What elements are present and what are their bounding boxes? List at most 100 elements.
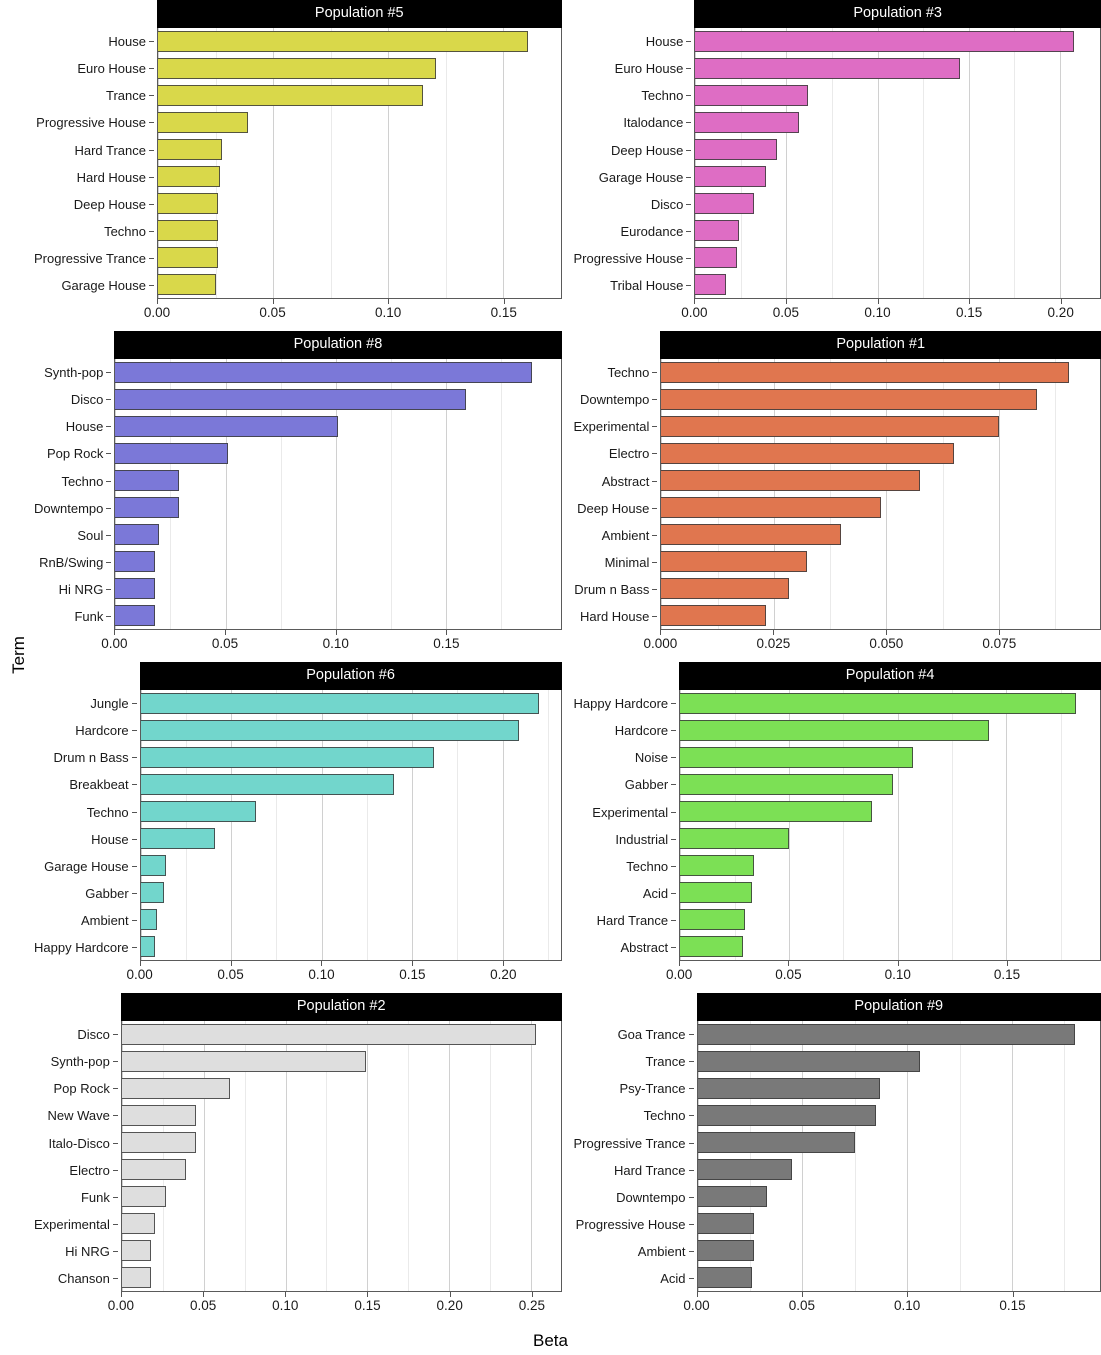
y-axis-tick-label: Gabber xyxy=(625,771,676,798)
bar xyxy=(697,1131,855,1154)
bar-row xyxy=(158,244,561,271)
x-axis-tick-label: 0.20 xyxy=(490,967,517,982)
y-axis-tick-label: Trance xyxy=(646,1048,694,1075)
x-axis-tick-mark xyxy=(660,630,662,635)
bar xyxy=(680,881,752,904)
bar-row xyxy=(115,359,560,386)
bar-row xyxy=(140,717,561,744)
bar-row xyxy=(695,190,1100,217)
bar-row xyxy=(140,852,561,879)
bar xyxy=(121,1185,167,1208)
x-axis-tick-label: 0.025 xyxy=(756,636,791,651)
x-axis-tick-label: 0.05 xyxy=(788,1298,815,1313)
x-axis-tick-label: 0.10 xyxy=(375,305,402,320)
y-axis-tick-label: Techno xyxy=(61,468,111,495)
x-axis-tick-mark xyxy=(503,961,505,966)
plot-area xyxy=(679,690,1101,961)
x-axis-tick-mark xyxy=(877,299,879,304)
bar-row xyxy=(121,1210,561,1237)
bar xyxy=(121,1077,230,1100)
bar xyxy=(697,1158,792,1181)
y-axis-tick-label: Deep House xyxy=(611,137,691,164)
bar xyxy=(680,854,755,877)
bar-row xyxy=(121,1264,561,1291)
x-axis-title: Beta xyxy=(533,1331,568,1350)
y-axis-tick-label: Trance xyxy=(106,82,154,109)
x-axis-tick-label: 0.15 xyxy=(399,967,426,982)
bar-row xyxy=(158,82,561,109)
bar xyxy=(158,246,218,269)
bar-row xyxy=(140,879,561,906)
y-axis-tick-label: Minimal xyxy=(605,549,658,576)
x-axis-tick-label: 0.05 xyxy=(211,636,239,651)
bar-row xyxy=(115,575,560,602)
bar-row xyxy=(158,28,561,55)
x-axis-tick-label: 0.075 xyxy=(982,636,1017,651)
bar-row xyxy=(697,1075,1101,1102)
bar-row xyxy=(695,82,1100,109)
y-axis-tick-labels: House Euro House Techno Italodance Deep Hous… xyxy=(574,28,695,299)
bar xyxy=(680,935,744,958)
bar xyxy=(121,1158,186,1181)
x-axis-tick-label: 0.10 xyxy=(864,305,891,320)
panel-grid: Population #5 House Euro House Trance Progre… xyxy=(34,0,1101,1318)
bar xyxy=(140,854,166,877)
x-axis-tick-label: 0.10 xyxy=(272,1298,299,1313)
y-axis-tick-label: Downtempo xyxy=(580,386,657,413)
x-axis-tick-label: 0.00 xyxy=(101,636,128,651)
y-axis-tick-label: Hardcore xyxy=(75,717,136,744)
bar-row xyxy=(680,744,1100,771)
x-axis-tick-mark xyxy=(694,299,696,304)
bar-row xyxy=(661,386,1100,413)
y-axis-tick-label: Hard House xyxy=(77,164,154,191)
y-axis-tick-labels: Happy Hardcore Hardcore Noise Gabber Experim… xyxy=(574,690,680,961)
x-axis-tick-label: 0.25 xyxy=(518,1298,546,1313)
bar xyxy=(121,1104,196,1127)
bar-row xyxy=(661,359,1100,386)
x-axis-tick-mark xyxy=(679,961,681,966)
bar-row xyxy=(121,1129,561,1156)
y-axis-tick-label: Electro xyxy=(69,1157,117,1184)
y-axis-tick-label: Techno xyxy=(641,82,691,109)
y-axis-tick-label: House xyxy=(91,826,137,853)
bar xyxy=(158,138,223,161)
x-axis-tick-label: 0.10 xyxy=(894,1298,921,1313)
bar xyxy=(115,361,532,384)
bar xyxy=(115,604,156,627)
bar-row xyxy=(697,1237,1101,1264)
y-axis-tick-label: Disco xyxy=(77,1021,118,1048)
y-axis-tick-label: Ambient xyxy=(638,1238,694,1265)
bar-row xyxy=(140,825,561,852)
bar xyxy=(695,111,800,134)
y-axis-tick-label: Abstract xyxy=(602,468,658,495)
bar xyxy=(158,165,221,188)
x-axis-tick-mark xyxy=(503,299,505,304)
x-axis: 0.000 0.025 0.050 0.075 xyxy=(643,630,1101,656)
bar-row xyxy=(695,55,1100,82)
bar xyxy=(140,719,519,742)
plot-area xyxy=(660,359,1101,630)
bar-row xyxy=(121,1156,561,1183)
bar-row xyxy=(680,933,1100,960)
y-axis-tick-label: Euro House xyxy=(615,55,692,82)
x-axis-tick-mark xyxy=(157,299,158,304)
bar xyxy=(115,442,228,465)
bar xyxy=(140,800,257,823)
bar-row xyxy=(695,136,1100,163)
bar xyxy=(680,827,789,850)
bar xyxy=(158,219,218,242)
y-axis-tick-label: Garage House xyxy=(44,853,137,880)
x-axis-tick-label: 0.20 xyxy=(1047,305,1074,320)
x-axis-tick-mark xyxy=(272,299,274,304)
bar-row xyxy=(115,602,560,629)
bar xyxy=(661,415,999,438)
x-axis-tick-mark xyxy=(531,1292,533,1297)
x-axis-tick-mark xyxy=(907,1292,909,1297)
y-axis-tick-label: Chanson xyxy=(58,1265,118,1292)
bar-row xyxy=(115,521,560,548)
plot-area xyxy=(114,359,562,630)
y-axis-tick-labels: House Euro House Trance Progressive House Ha… xyxy=(34,28,157,299)
y-axis-tick-label: Ambient xyxy=(81,907,137,934)
x-axis-tick-label: 0.00 xyxy=(681,305,708,320)
